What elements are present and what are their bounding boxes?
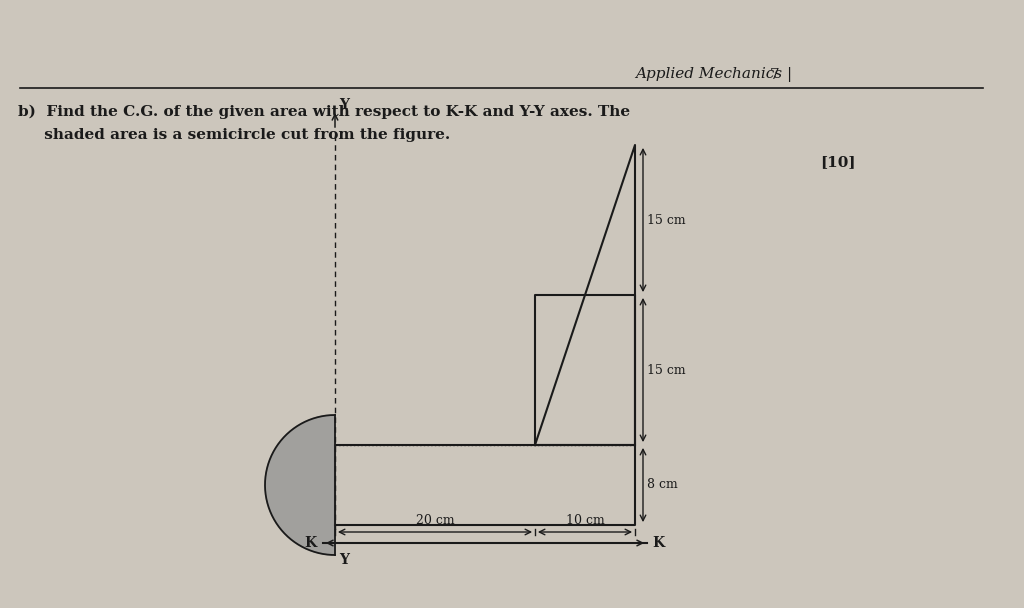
Text: shaded area is a semicircle cut from the figure.: shaded area is a semicircle cut from the…	[18, 128, 451, 142]
Text: Y: Y	[339, 98, 349, 112]
Polygon shape	[265, 415, 335, 555]
Text: K: K	[305, 536, 317, 550]
Text: 10 cm: 10 cm	[565, 514, 604, 527]
Text: 15 cm: 15 cm	[647, 364, 686, 376]
Text: Applied Mechanics |: Applied Mechanics |	[635, 67, 793, 83]
Text: [10]: [10]	[820, 155, 855, 169]
Text: 7: 7	[770, 68, 779, 82]
Text: 8 cm: 8 cm	[647, 478, 678, 491]
Text: b)  Find the C.G. of the given area with respect to K-K and Y-Y axes. The: b) Find the C.G. of the given area with …	[18, 105, 630, 119]
Text: 15 cm: 15 cm	[647, 213, 686, 227]
Text: K: K	[652, 536, 665, 550]
Text: 20 cm: 20 cm	[416, 514, 455, 527]
Text: Y: Y	[339, 553, 349, 567]
